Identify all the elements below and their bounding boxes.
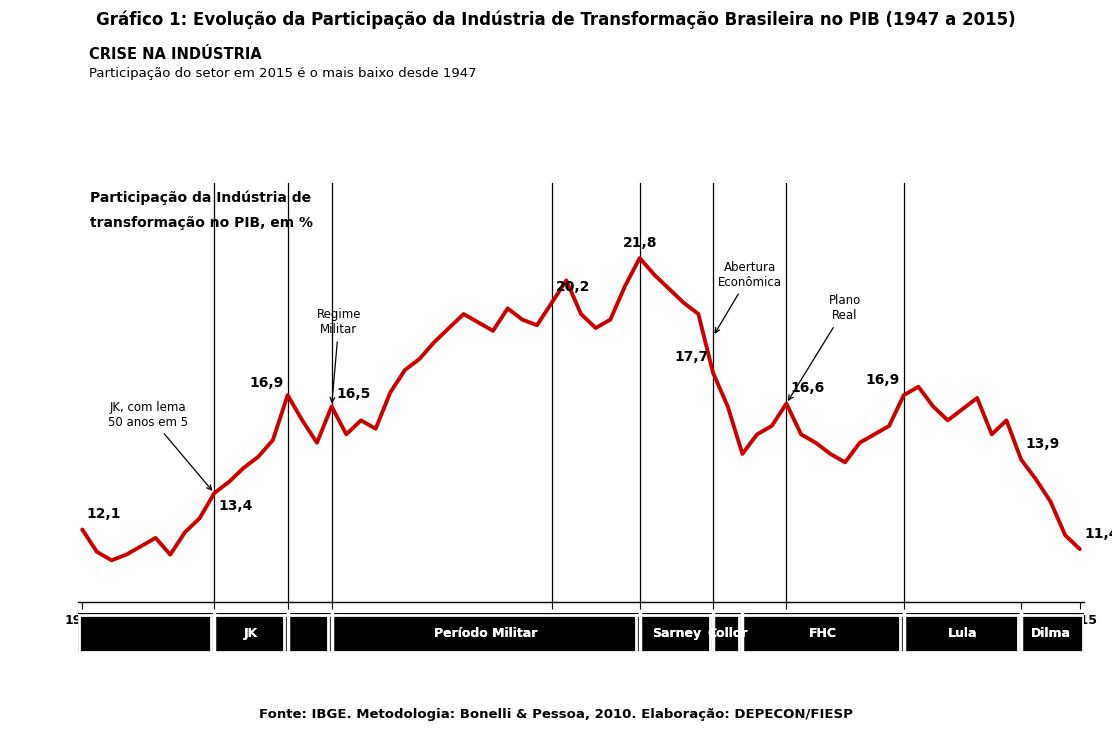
Bar <box>905 613 1021 653</box>
Bar <box>284 615 335 652</box>
Bar <box>636 615 716 652</box>
Text: FHC: FHC <box>810 627 837 639</box>
Text: Período Militar: Período Militar <box>434 627 537 639</box>
Bar <box>332 613 639 653</box>
Text: Abertura
Econômica: Abertura Econômica <box>715 261 782 333</box>
Text: 16,9: 16,9 <box>865 373 900 387</box>
Text: Regime
Militar: Regime Militar <box>317 308 361 402</box>
Text: 11,4: 11,4 <box>1084 526 1112 541</box>
Bar <box>901 615 1024 652</box>
Text: Collor: Collor <box>707 627 748 639</box>
Bar <box>738 615 907 652</box>
Text: 16,6: 16,6 <box>791 381 825 395</box>
Text: Período Militar: Período Militar <box>434 627 537 639</box>
Text: Gráfico 1: Evolução da Participação da Indústria de Transformação Brasileira no : Gráfico 1: Evolução da Participação da I… <box>96 11 1016 29</box>
Text: JK: JK <box>244 627 258 639</box>
Text: JK, com lema
50 anos em 5: JK, com lema 50 anos em 5 <box>108 401 211 490</box>
Text: Dilma: Dilma <box>1031 627 1071 639</box>
Text: Fonte: IBGE. Metodologia: Bonelli & Pessoa, 2010. Elaboração: DEPECON/FIESP: Fonte: IBGE. Metodologia: Bonelli & Pess… <box>259 708 853 721</box>
Text: 12,1: 12,1 <box>87 507 121 521</box>
Bar <box>78 613 214 653</box>
Bar <box>714 613 743 653</box>
Text: transformação no PIB, em %: transformação no PIB, em % <box>90 216 312 230</box>
Bar <box>641 613 713 653</box>
Text: 17,7: 17,7 <box>674 350 708 364</box>
Text: Dilma: Dilma <box>1031 627 1071 639</box>
Text: Sarney: Sarney <box>652 627 701 639</box>
Bar <box>211 615 291 652</box>
Text: Sarney: Sarney <box>652 627 701 639</box>
Text: 20,2: 20,2 <box>556 280 590 294</box>
Text: 13,9: 13,9 <box>1025 437 1060 451</box>
Text: Plano
Real: Plano Real <box>788 294 861 400</box>
Text: 13,4: 13,4 <box>219 499 254 512</box>
Bar <box>215 613 288 653</box>
Bar <box>709 615 746 652</box>
Text: Participação do setor em 2015 é o mais baixo desde 1947: Participação do setor em 2015 é o mais b… <box>89 67 477 80</box>
Text: 16,5: 16,5 <box>336 387 370 401</box>
Bar <box>1017 615 1083 652</box>
Text: JK: JK <box>244 627 258 639</box>
Text: Collor: Collor <box>707 627 748 639</box>
Bar <box>743 613 904 653</box>
Bar <box>1022 613 1085 653</box>
Text: CRISE NA INDÚSTRIA: CRISE NA INDÚSTRIA <box>89 47 261 63</box>
Bar <box>328 615 643 652</box>
Text: 21,8: 21,8 <box>623 236 657 250</box>
Text: 16,9: 16,9 <box>249 375 284 390</box>
Bar <box>288 613 331 653</box>
Text: Participação da Indústria de: Participação da Indústria de <box>90 191 310 205</box>
Text: Lula: Lula <box>947 627 977 639</box>
Text: FHC: FHC <box>810 627 837 639</box>
Text: Lula: Lula <box>947 627 977 639</box>
Bar <box>79 615 218 652</box>
